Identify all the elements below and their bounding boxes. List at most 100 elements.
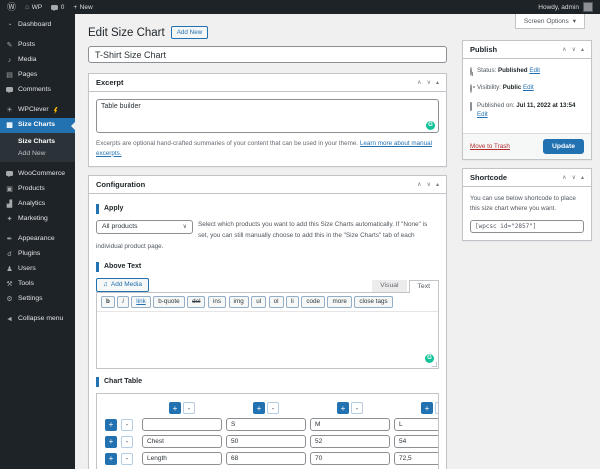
- toggle-panel-icon[interactable]: ▴: [580, 175, 584, 182]
- move-to-trash-link[interactable]: Move to Trash: [470, 143, 510, 151]
- sidebar-item-tools[interactable]: ⚒ Tools: [0, 277, 75, 292]
- sidebar-item-plugins[interactable]: ☌ Plugins: [0, 247, 75, 262]
- remove-row-button[interactable]: -: [121, 452, 133, 465]
- remove-column-button[interactable]: -: [267, 402, 279, 415]
- table-cell-input[interactable]: [310, 418, 390, 432]
- update-button[interactable]: Update: [542, 139, 584, 155]
- move-up-icon[interactable]: ∧: [417, 181, 422, 188]
- add-media-button[interactable]: ♫ Add Media: [96, 277, 149, 292]
- table-cell-input[interactable]: [142, 435, 222, 449]
- grammarly-icon[interactable]: G: [425, 353, 434, 363]
- table-cell-input[interactable]: [394, 452, 438, 466]
- quicktag-ul-button[interactable]: ul: [251, 295, 267, 308]
- remove-column-button[interactable]: -: [183, 402, 195, 415]
- move-down-icon[interactable]: ∨: [571, 175, 576, 182]
- table-cell-input[interactable]: [142, 452, 222, 466]
- wordpress-logo-icon[interactable]: Ⓦ: [7, 1, 17, 12]
- sidebar-item-users[interactable]: ♟ Users: [0, 262, 75, 277]
- sidebar-item-size-charts[interactable]: ▦ Size Charts: [0, 118, 75, 133]
- sidebar-item-dashboard[interactable]: ◔ Dashboard: [0, 18, 75, 33]
- table-cell-input[interactable]: [226, 418, 306, 432]
- quicktag-img-button[interactable]: img: [228, 295, 249, 308]
- sidebar-item-posts[interactable]: ✎ Posts: [0, 38, 75, 53]
- move-down-icon[interactable]: ∨: [426, 80, 431, 86]
- move-up-icon[interactable]: ∧: [562, 175, 567, 182]
- avatar: [583, 2, 593, 12]
- sidebar-item-marketing[interactable]: ✦ Marketing: [0, 212, 75, 227]
- sidebar-item-wpclever[interactable]: ☀ WPClever: [0, 103, 75, 118]
- move-up-icon[interactable]: ∧: [417, 80, 422, 86]
- configuration-panel: Configuration ∧ ∨ ▴ Apply All products ∨: [88, 174, 447, 469]
- chart-table-builder: + - + - + - +: [96, 393, 439, 469]
- apply-select[interactable]: All products ∨: [96, 219, 193, 234]
- submenu-item-size-charts[interactable]: Size Charts: [18, 137, 56, 145]
- site-menu[interactable]: ⌂ WP: [25, 4, 42, 11]
- add-column-button[interactable]: +: [421, 402, 433, 415]
- move-down-icon[interactable]: ∨: [571, 47, 576, 53]
- table-cell-input[interactable]: [226, 435, 306, 449]
- grammarly-icon[interactable]: G: [426, 121, 435, 130]
- above-text-textarea[interactable]: G: [97, 310, 438, 368]
- table-cell-input[interactable]: [226, 452, 306, 466]
- quicktag-link-button[interactable]: link: [131, 295, 151, 308]
- add-row-button[interactable]: +: [105, 418, 117, 431]
- excerpt-help-link[interactable]: Learn more about manual excerpts.: [96, 140, 433, 157]
- sidebar-item-appearance[interactable]: ✒ Appearance: [0, 232, 75, 247]
- shortcode-panel: Shortcode ∧ ∨ ▴ You can use below shortc…: [462, 168, 592, 241]
- add-column-button[interactable]: +: [169, 402, 181, 415]
- quicktag-italic-button[interactable]: i: [117, 295, 129, 308]
- add-column-button[interactable]: +: [253, 402, 265, 415]
- howdy-admin-menu[interactable]: Howdy, admin: [538, 3, 579, 11]
- quicktag-close-tags-button[interactable]: close tags: [354, 295, 393, 308]
- sidebar-item-comments[interactable]: Comments: [0, 83, 75, 98]
- tab-text[interactable]: Text: [408, 279, 439, 293]
- quicktag-ins-button[interactable]: ins: [207, 295, 227, 308]
- quicktag-bold-button[interactable]: b: [101, 295, 115, 308]
- toggle-panel-icon[interactable]: ▴: [435, 80, 439, 86]
- move-down-icon[interactable]: ∨: [426, 181, 431, 188]
- quicktag-more-button[interactable]: more: [327, 295, 352, 308]
- table-cell-input[interactable]: [310, 452, 390, 466]
- edit-status-link[interactable]: Edit: [529, 67, 540, 74]
- toggle-panel-icon[interactable]: ▴: [435, 181, 439, 188]
- add-row-button[interactable]: +: [105, 452, 117, 465]
- sidebar-item-products[interactable]: ▣ Products: [0, 182, 75, 197]
- comments-menu[interactable]: 0: [51, 4, 64, 11]
- table-cell-input[interactable]: [394, 435, 438, 449]
- table-cell-input[interactable]: [142, 418, 222, 432]
- remove-row-button[interactable]: -: [121, 418, 133, 431]
- sidebar-item-media[interactable]: ♪ Media: [0, 53, 75, 68]
- new-content-menu[interactable]: + New: [73, 4, 92, 11]
- quicktag-li-button[interactable]: li: [286, 295, 299, 308]
- remove-row-button[interactable]: -: [121, 435, 133, 448]
- tab-visual[interactable]: Visual: [372, 279, 407, 292]
- sidebar-item-analytics[interactable]: ▟ Analytics: [0, 197, 75, 212]
- add-new-button[interactable]: Add New: [170, 26, 209, 39]
- edit-visibility-link[interactable]: Edit: [523, 84, 534, 92]
- sidebar-item-settings[interactable]: ⚙ Settings: [0, 292, 75, 307]
- resize-handle[interactable]: [432, 361, 437, 367]
- sidebar-item-pages[interactable]: ▤ Pages: [0, 68, 75, 83]
- quicktag-ol-button[interactable]: ol: [268, 295, 284, 308]
- sidebar-item-woocommerce[interactable]: WooCommerce: [0, 167, 75, 182]
- table-cell-input[interactable]: [394, 418, 438, 432]
- remove-column-button[interactable]: -: [351, 402, 363, 415]
- toggle-panel-icon[interactable]: ▴: [580, 47, 584, 53]
- shortcode-input[interactable]: [470, 219, 584, 233]
- move-up-icon[interactable]: ∧: [562, 47, 567, 53]
- edit-published-link[interactable]: Edit: [477, 110, 488, 118]
- quicktag-blockquote-button[interactable]: b-quote: [153, 295, 185, 308]
- sidebar-item-label: Products: [18, 185, 45, 193]
- add-column-button[interactable]: +: [337, 402, 349, 415]
- quicktag-code-button[interactable]: code: [301, 295, 325, 308]
- remove-column-button[interactable]: -: [435, 402, 438, 415]
- excerpt-textarea[interactable]: Table builder: [96, 99, 439, 133]
- table-cell-input[interactable]: [310, 435, 390, 449]
- post-title-input[interactable]: [88, 46, 447, 63]
- screen-options-button[interactable]: Screen Options ▾: [514, 14, 585, 29]
- add-row-button[interactable]: +: [105, 435, 117, 448]
- submenu-item-add-new[interactable]: Add New: [18, 149, 46, 157]
- quicktag-del-button[interactable]: del: [187, 295, 206, 308]
- above-text-section-label: Above Text: [96, 261, 439, 272]
- collapse-menu-button[interactable]: ◄ Collapse menu: [0, 312, 75, 327]
